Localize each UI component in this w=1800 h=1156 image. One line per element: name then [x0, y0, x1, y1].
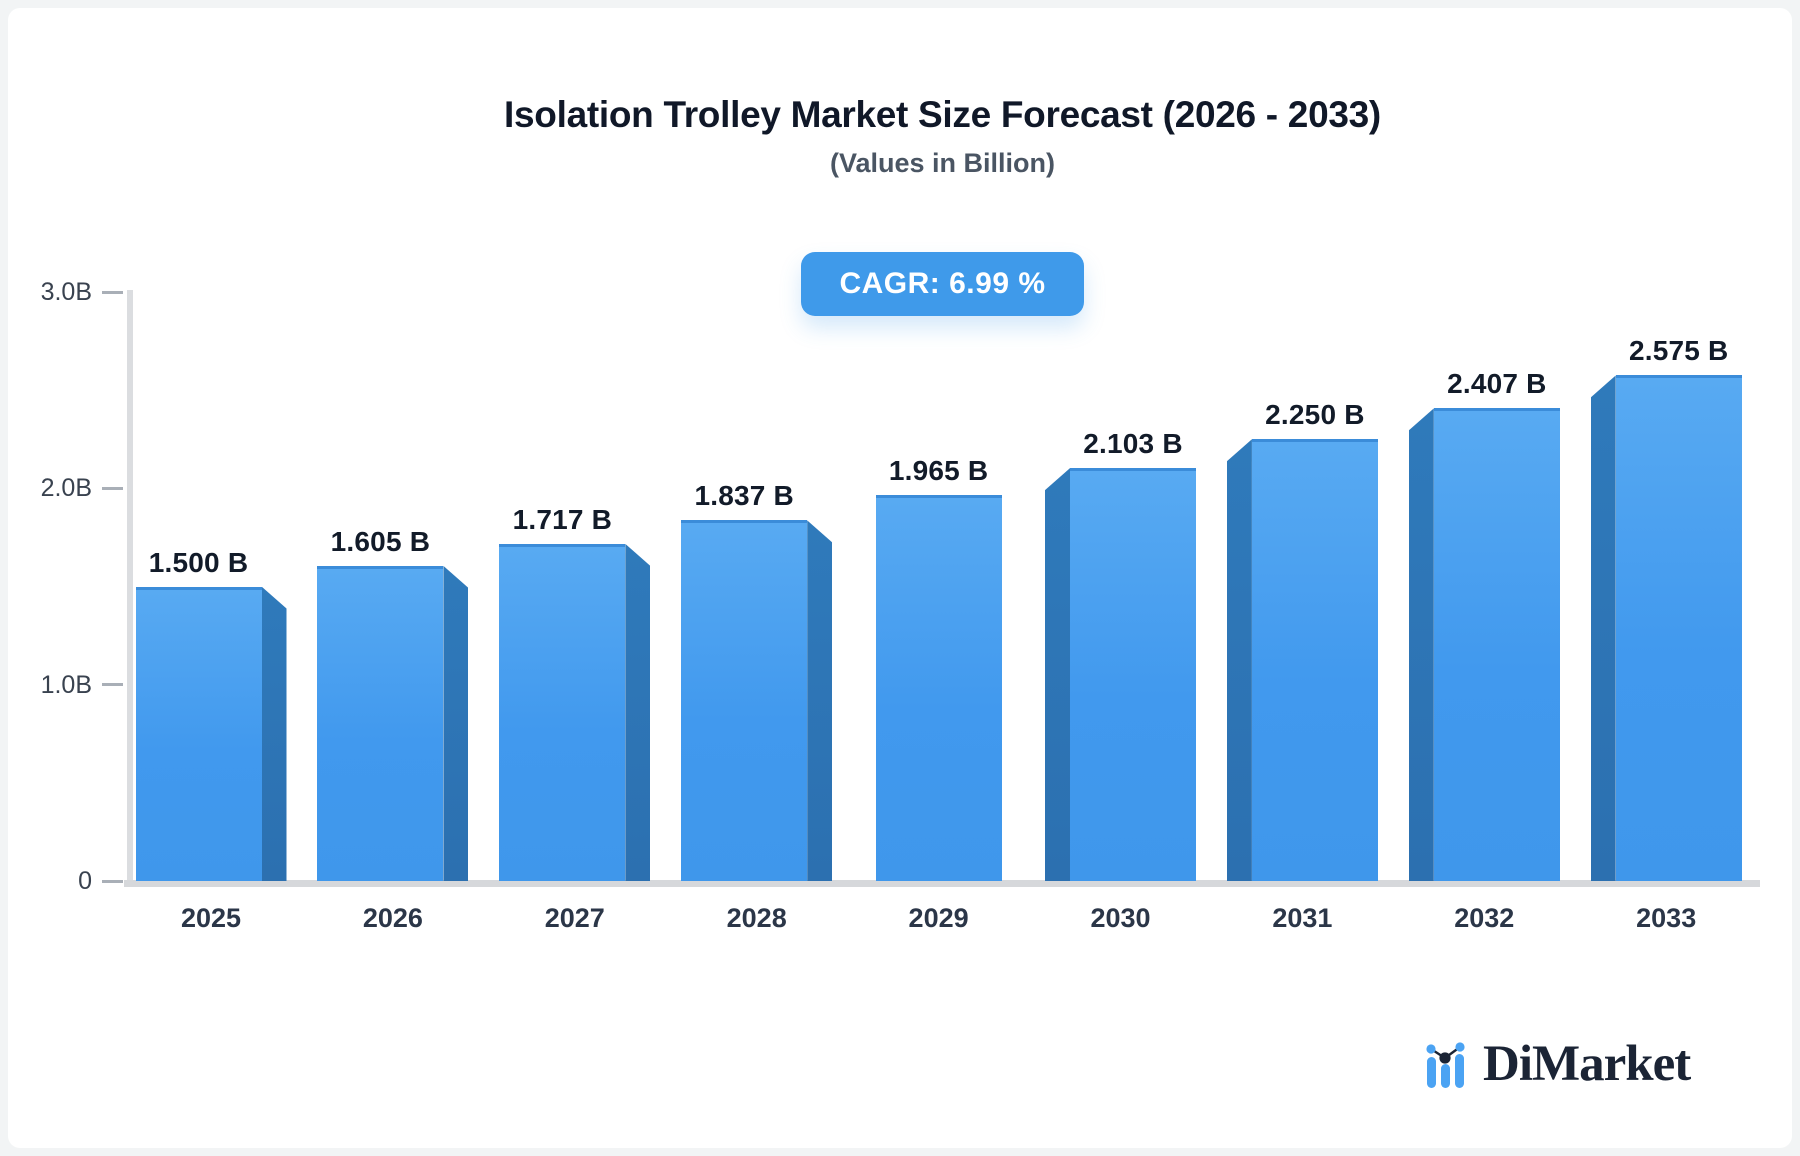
y-axis-tick-dash: [102, 290, 123, 294]
bar-value-label-2025: 1.500 B: [148, 546, 249, 578]
bar-3d-side-2033: [1590, 375, 1616, 881]
bar-value-label-2028: 1.837 B: [694, 480, 794, 512]
cagr-badge-row: CAGR: 6.99 %: [130, 252, 1755, 316]
y-axis-tick-dash: [102, 879, 123, 883]
bar-3d-side-2025: [261, 586, 287, 881]
bar-2027: [499, 543, 626, 881]
bar-2028: [681, 520, 808, 881]
y-axis-tick-label: 0: [78, 867, 92, 895]
bar-3d-side-2027: [625, 543, 651, 881]
x-axis-label-2033: 2033: [1636, 903, 1697, 933]
x-axis-label-2031: 2031: [1272, 903, 1333, 933]
x-axis-label-2028: 2028: [726, 903, 787, 933]
bar-value-label-2026: 1.605 B: [330, 525, 431, 557]
y-axis-tick-label: 1.0B: [40, 670, 92, 699]
y-axis-tick-label: 2.0B: [40, 474, 92, 503]
x-axis-label-2026: 2026: [362, 903, 423, 933]
bar-3d-side-2031: [1226, 439, 1252, 881]
bar-2026: [317, 565, 444, 881]
bar-value-label-2031: 2.250 B: [1265, 399, 1365, 431]
x-axis-baseline: [124, 880, 1760, 887]
brand-logo: DiMarket: [1424, 1036, 1691, 1092]
bar-2025: [135, 586, 262, 881]
y-axis-tick-dash: [102, 683, 123, 687]
chart-subtitle: (Values in Billion): [829, 148, 1056, 178]
x-axis-label-2025: 2025: [180, 903, 242, 933]
bar-2029: [875, 495, 1002, 881]
x-axis-label-2029: 2029: [908, 903, 969, 933]
bar-value-label-2030: 2.103 B: [1083, 428, 1183, 460]
bar-3d-side-2030: [1045, 468, 1070, 881]
bar-2030: [1070, 468, 1196, 881]
mini-bar-chart-icon: [1426, 1042, 1465, 1088]
bar-3d-side-2028: [807, 520, 833, 881]
x-axis-label-2027: 2027: [544, 903, 605, 933]
bar-2031: [1251, 439, 1378, 881]
y-axis-tick-dash: [102, 486, 123, 490]
y-axis-tick-label: 3.0B: [40, 278, 92, 306]
bar-value-label-2027: 1.717 B: [512, 503, 613, 535]
cagr-badge: CAGR: 6.99 %: [801, 252, 1084, 316]
brand-logo-text: DiMarket: [1483, 1036, 1691, 1092]
x-axis-label-2032: 2032: [1454, 903, 1515, 933]
bar-3d-side-2032: [1408, 408, 1434, 881]
bar-3d-side-2026: [443, 565, 469, 881]
y-axis-line: [127, 290, 133, 883]
bar-2033: [1615, 375, 1742, 881]
bar-2032: [1433, 408, 1560, 881]
bar-value-label-2033: 2.575 B: [1628, 335, 1729, 367]
chart-title: Isolation Trolley Market Size Forecast (…: [504, 94, 1381, 135]
bar-value-label-2029: 1.965 B: [888, 455, 989, 487]
bar-value-label-2032: 2.407 B: [1447, 368, 1547, 400]
x-axis-label-2030: 2030: [1090, 903, 1151, 933]
